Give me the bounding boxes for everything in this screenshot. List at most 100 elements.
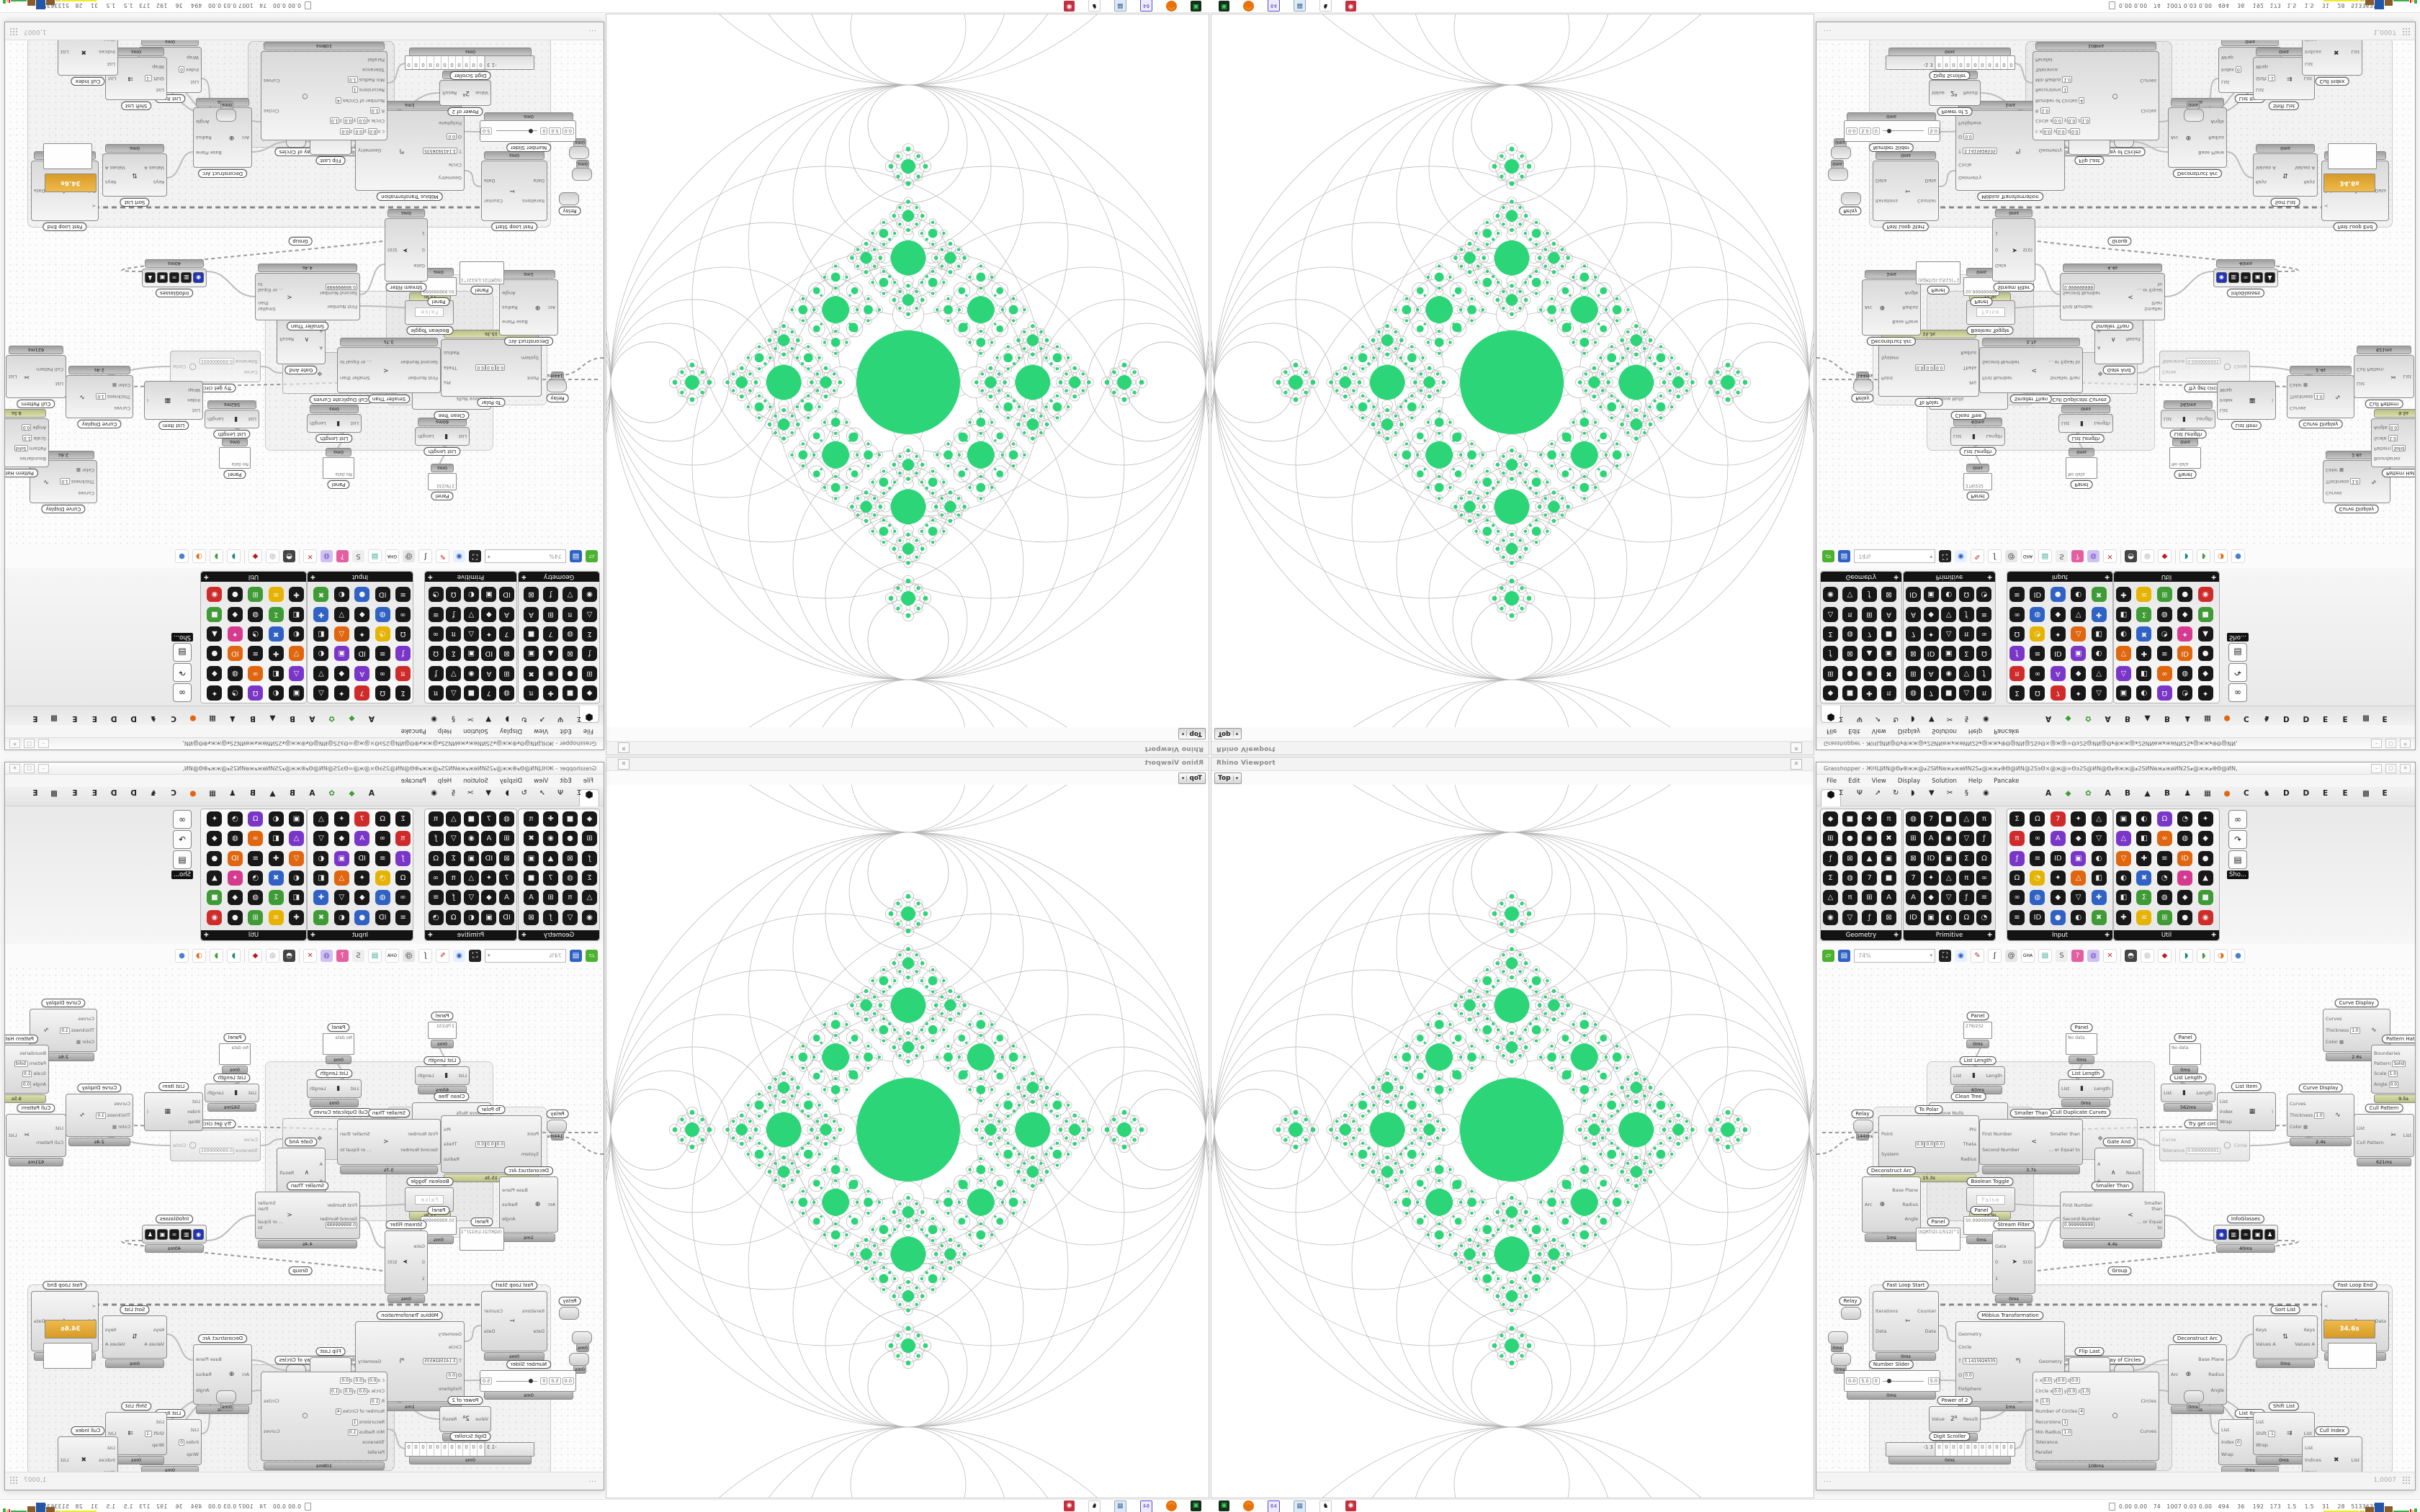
component-icon[interactable]: ◉ — [1823, 909, 1838, 925]
gh-node-list-item[interactable]: List Index Wrap ▦ i — [2217, 1092, 2276, 1131]
grasshopper-titlebar[interactable]: Grasshopper - ЖНЦИN@Ѳ҂֎жж@҂2SИNѳж҂жѳИN2S… — [1816, 737, 2415, 750]
tab-plugin-16[interactable]: ▩ — [50, 714, 58, 723]
menu-edit[interactable]: Edit — [560, 777, 572, 785]
component-icon[interactable]: Ω — [2030, 811, 2045, 827]
tab-plugin-9[interactable]: ● — [189, 714, 197, 723]
tab-plugin-11[interactable]: ♞ — [150, 714, 157, 723]
component-icon[interactable]: ■ — [2197, 606, 2213, 622]
tab-category-3[interactable]: ➚ — [1875, 789, 1881, 797]
infoglasses-icon-2[interactable]: ∞ — [2240, 1228, 2251, 1240]
component-icon[interactable]: ID — [2030, 587, 2045, 603]
component-icon[interactable]: ƒ — [582, 850, 597, 866]
gh-node-list-length[interactable]: List ▮ Length — [1950, 427, 2005, 446]
gh-node-relay[interactable] — [1853, 379, 1873, 392]
infoglasses-icon-3[interactable]: ▣ — [2252, 272, 2264, 284]
component-icon[interactable]: ▽ — [2091, 665, 2107, 681]
component-icon[interactable]: Ω — [446, 587, 462, 603]
component-icon[interactable]: ≡ — [2009, 909, 2025, 925]
tab-plugin-7[interactable]: ♟ — [229, 714, 236, 723]
component-icon[interactable]: ∞ — [2030, 665, 2045, 681]
wires-cross-button[interactable]: ✕ — [2103, 948, 2117, 963]
tab-plugin-17[interactable]: E — [32, 714, 38, 723]
component-icon[interactable]: ƒ — [1862, 587, 1877, 603]
component-icon[interactable]: ◐ — [1941, 587, 1957, 603]
gem-teal-button[interactable]: ◗ — [2179, 549, 2193, 564]
component-icon[interactable]: ● — [1842, 831, 1857, 847]
component-icon[interactable]: 7 — [481, 811, 497, 827]
component-icon[interactable]: π — [1976, 685, 1992, 701]
console-app-icon[interactable]: ▣ — [1219, 1, 1229, 12]
gh-node-cull-pattern[interactable]: List Cull Pattern ✂ List — [6, 355, 66, 398]
tab-category-8[interactable]: § — [1965, 715, 1968, 723]
component-icon[interactable]: △ — [446, 811, 462, 827]
palette-expand-icon[interactable]: ✚ — [2105, 932, 2110, 938]
gh-node-number-slider[interactable]: 0.0 5.0 0 5.0 — [480, 120, 576, 142]
component-icon[interactable]: ■ — [563, 811, 578, 827]
tab-plugin-3[interactable]: A — [309, 789, 315, 798]
component-icon[interactable]: ƒ — [1862, 909, 1877, 925]
component-icon[interactable]: ▣ — [1941, 850, 1957, 866]
tab-plugin-6[interactable]: B — [2164, 714, 2171, 723]
infoglasses-icon-2[interactable]: ∞ — [169, 272, 180, 284]
gh-node-panel[interactable]: (SQRT(2)-1/512)^1 — [460, 261, 504, 284]
component-icon[interactable]: ◍ — [2030, 890, 2045, 906]
infoglasses-icon-0[interactable]: ◉ — [2216, 272, 2227, 284]
tab-plugin-1[interactable]: ◆ — [2065, 714, 2071, 723]
balloon-button[interactable]: ◍ — [321, 949, 333, 962]
component-icon[interactable]: ⊠ — [1906, 646, 1921, 662]
component-icon[interactable]: ● — [1842, 665, 1857, 681]
component-icon[interactable]: ◍ — [2177, 831, 2193, 847]
menu-pancake[interactable]: Pancake — [1994, 777, 2020, 785]
tab-plugin-1[interactable]: ◆ — [2065, 789, 2071, 798]
component-icon[interactable]: ✚ — [289, 587, 304, 603]
gha-button[interactable]: GHA — [2021, 948, 2035, 963]
component-icon[interactable]: A — [1906, 890, 1921, 906]
component-icon[interactable]: π — [1842, 606, 1857, 622]
component-icon[interactable]: ∞ — [248, 665, 264, 681]
component-icon[interactable]: ■ — [1941, 811, 1957, 827]
component-icon[interactable]: ▽ — [313, 831, 329, 847]
save-button[interactable]: ▤ — [570, 550, 582, 563]
component-icon[interactable]: ≡ — [375, 850, 390, 866]
balloon-button[interactable]: ◍ — [321, 550, 333, 563]
component-icon[interactable]: ∞ — [375, 831, 390, 847]
component-icon[interactable]: ✦ — [354, 870, 370, 886]
component-icon[interactable]: ▽ — [333, 606, 349, 622]
component-icon[interactable]: ≡ — [248, 850, 264, 866]
close-button[interactable]: ✕ — [9, 764, 20, 773]
component-icon[interactable]: ✚ — [313, 606, 329, 622]
component-icon[interactable]: ◆ — [582, 685, 597, 701]
viewport-tab-top[interactable]: Top▾ — [1178, 773, 1206, 784]
component-icon[interactable]: ◔ — [227, 811, 243, 827]
find-button[interactable]: S — [2056, 949, 2068, 962]
tab-plugin-13[interactable]: D — [2303, 789, 2310, 798]
minimize-button[interactable]: – — [38, 764, 49, 773]
component-icon[interactable]: ◍ — [375, 890, 390, 906]
component-icon[interactable]: ■ — [1881, 870, 1896, 886]
component-icon[interactable]: ▽ — [2091, 831, 2107, 847]
component-icon[interactable]: Ω — [428, 646, 444, 662]
component-icon[interactable]: ∞ — [2156, 831, 2172, 847]
component-icon[interactable]: ƒ — [582, 646, 597, 662]
tab-category-4[interactable]: ↻ — [1893, 715, 1899, 723]
close-button[interactable]: ✕ — [2400, 739, 2411, 748]
save-button[interactable]: ▤ — [1838, 550, 1850, 563]
component-icon[interactable]: △ — [2071, 870, 2087, 886]
component-icon[interactable]: ◐ — [2091, 646, 2107, 662]
component-icon[interactable]: A — [1881, 606, 1896, 622]
component-icon[interactable]: 7 — [354, 811, 370, 827]
gem-dark-button[interactable]: ◓ — [2125, 550, 2137, 563]
component-icon[interactable]: ID — [1906, 909, 1921, 925]
tab-plugin-6[interactable]: B — [249, 789, 256, 798]
gh-node-fast-loop-start[interactable]: Iterations Data ➳ Counter Data — [1873, 161, 1939, 221]
ink-app-icon[interactable]: ♞ — [1088, 1500, 1101, 1512]
component-icon[interactable]: 7 — [1906, 870, 1921, 886]
gh-node-item-37[interactable] — [43, 1343, 92, 1369]
component-icon[interactable]: ID — [2050, 646, 2066, 662]
component-icon[interactable]: ▣ — [289, 811, 304, 827]
tab-plugin-3[interactable]: A — [2105, 714, 2111, 723]
menu-solution[interactable]: Solution — [1932, 777, 1957, 785]
menu-pancake[interactable]: Pancake — [400, 727, 426, 735]
component-icon[interactable]: Ω — [1958, 587, 1974, 603]
